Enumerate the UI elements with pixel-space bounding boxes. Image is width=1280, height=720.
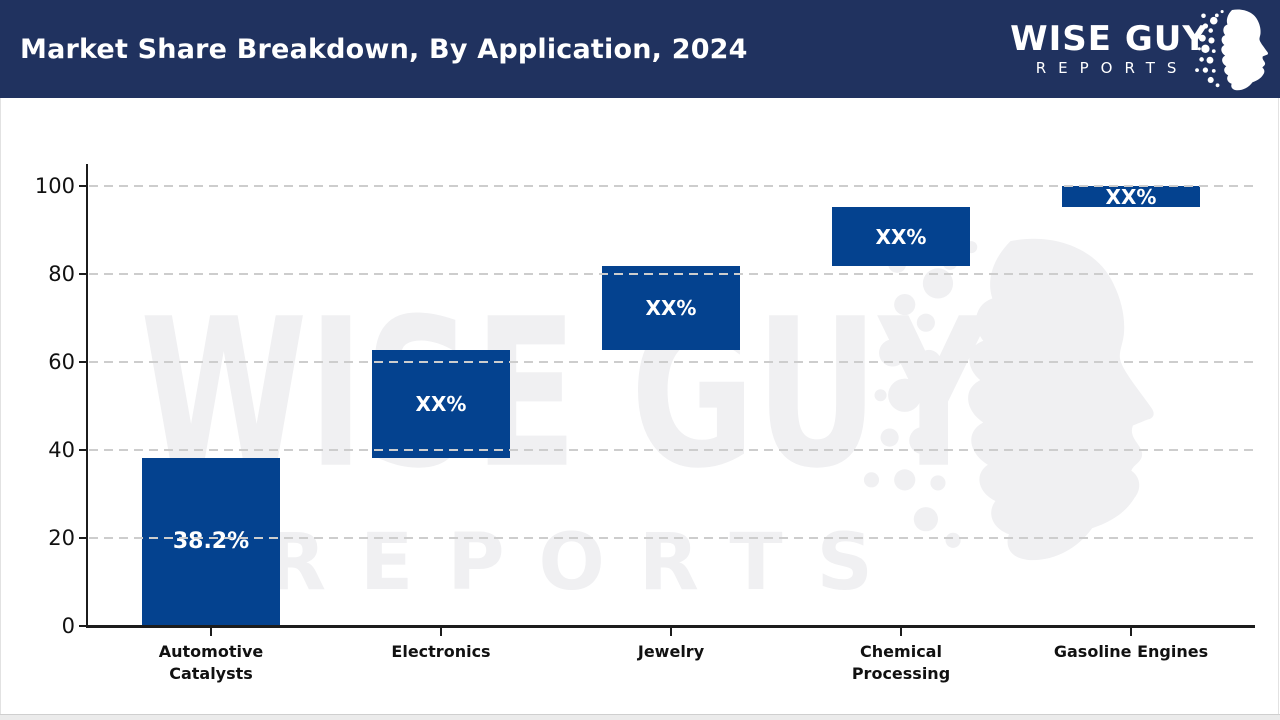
- brand-logo: WISE GUY REPORTS: [1010, 6, 1270, 92]
- x-category-label: Automotive Catalysts: [158, 642, 264, 683]
- waterfall-bar: XX%: [372, 349, 510, 458]
- x-category-label: Jewelry: [637, 642, 705, 661]
- right-border: [1278, 98, 1279, 720]
- gridline: [89, 361, 1255, 363]
- x-category-label: Gasoline Engines: [1053, 642, 1209, 661]
- bar-value-label: XX%: [875, 224, 927, 249]
- waterfall-bar: 38.2%: [142, 457, 280, 626]
- gridline: [89, 185, 1255, 187]
- page-title: Market Share Breakdown, By Application, …: [20, 33, 748, 65]
- bar-value-label: XX%: [1105, 184, 1157, 209]
- y-tick-mark: [79, 185, 87, 187]
- waterfall-bar: XX%: [832, 207, 970, 267]
- x-category-label: Electronics: [391, 642, 491, 661]
- gridline: [89, 273, 1255, 275]
- brand-logo-text: WISE GUY REPORTS: [1010, 22, 1208, 76]
- y-tick-label: 40: [48, 438, 75, 462]
- y-tick-mark: [79, 625, 87, 627]
- y-tick-label: 60: [48, 350, 75, 374]
- y-tick-mark: [79, 273, 87, 275]
- x-axis-line: [86, 625, 1255, 628]
- footer-divider: [0, 714, 1280, 715]
- y-tick-label: 20: [48, 526, 75, 550]
- brand-name: WISE GUY: [1010, 19, 1208, 59]
- y-tick-label: 100: [34, 174, 75, 198]
- x-tick-mark: [900, 627, 902, 636]
- waterfall-bar: XX%: [602, 266, 740, 350]
- x-tick-mark: [440, 627, 442, 636]
- watermark-text: WISE GUY: [140, 274, 989, 514]
- watermark-head-icon: [863, 238, 1154, 561]
- left-border: [0, 98, 1, 720]
- waterfall-chart: 0 20 40 60 80 100 38.2% Automotive Catalysts XX%…: [0, 98, 1280, 715]
- y-tick-mark: [79, 537, 87, 539]
- watermark-subtext: REPORTS: [266, 518, 907, 608]
- y-tick-label: 0: [61, 614, 75, 638]
- x-tick-mark: [210, 627, 212, 636]
- header-bar: Market Share Breakdown, By Application, …: [0, 0, 1280, 98]
- footer-strip: [0, 715, 1280, 720]
- gridline: [89, 449, 1255, 451]
- y-tick-mark: [79, 449, 87, 451]
- waterfall-bar: XX%: [1062, 184, 1200, 209]
- wiseguy-head-icon: [1195, 9, 1269, 91]
- x-category-label: Chemical Processing: [851, 642, 951, 683]
- bar-value-label: XX%: [645, 295, 697, 320]
- x-tick-mark: [670, 627, 672, 636]
- gridline: [89, 537, 1255, 539]
- brand-subname: REPORTS: [1035, 59, 1189, 77]
- y-tick-mark: [79, 361, 87, 363]
- y-axis-line: [86, 164, 88, 628]
- y-tick-label: 80: [48, 262, 75, 286]
- bar-value-label: XX%: [415, 391, 467, 416]
- x-tick-mark: [1130, 627, 1132, 636]
- bar-value-label: 38.2%: [172, 528, 250, 554]
